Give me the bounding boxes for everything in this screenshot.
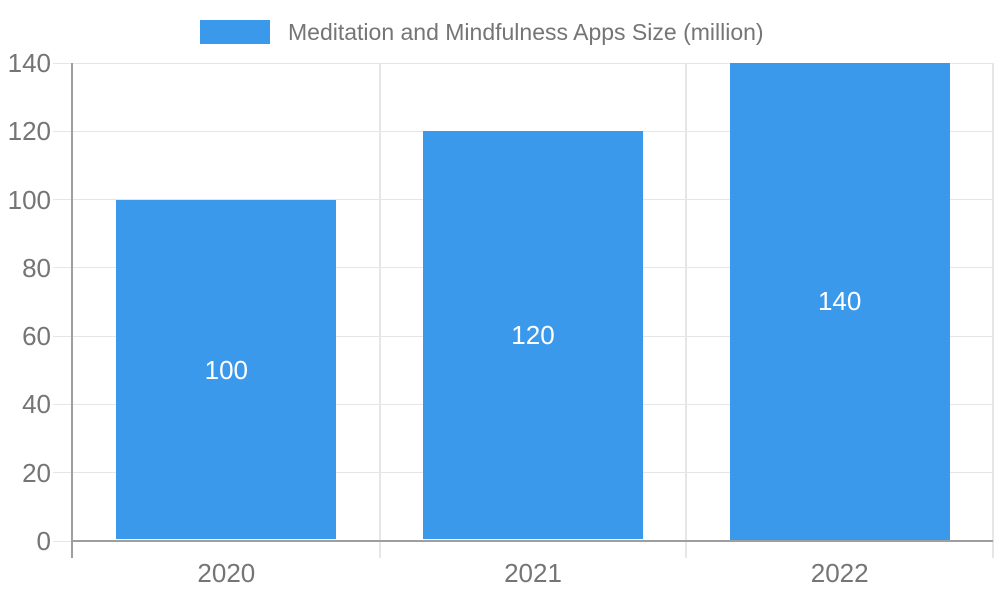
x-axis-tick-label: 2022 (810, 558, 869, 588)
gridline-horizontal (53, 62, 993, 64)
gridline-vertical (992, 63, 994, 558)
legend-label: Meditation and Mindfulness Apps Size (mi… (288, 18, 764, 45)
gridline-vertical (378, 63, 381, 558)
x-axis-line (71, 539, 993, 542)
x-axis-tick-label: 2021 (504, 558, 562, 588)
x-axis-tick-label: 2020 (197, 558, 256, 588)
y-axis-tick-label: 100 (7, 184, 51, 215)
y-axis-tick-label: 40 (22, 389, 51, 420)
y-axis-tick-label: 20 (22, 457, 51, 488)
y-axis-line (71, 63, 73, 558)
y-axis-tick-label: 0 (36, 526, 51, 556)
y-axis-tick-label: 120 (7, 116, 51, 147)
y-axis-tick-label: 60 (22, 321, 51, 352)
bar-2021[interactable] (423, 131, 643, 540)
gridline-vertical (685, 63, 688, 558)
y-axis-tick-label: 140 (7, 48, 51, 78)
bar-2020[interactable] (116, 199, 337, 540)
y-axis-tick-label: 80 (22, 252, 51, 283)
bar-value-label: 120 (511, 320, 555, 351)
legend: Meditation and Mindfulness Apps Size (mi… (200, 18, 764, 45)
bar-value-label: 140 (817, 286, 862, 317)
bar-value-label: 100 (204, 354, 249, 385)
legend-swatch (200, 20, 270, 44)
axis-tick (53, 540, 73, 542)
bar-2022[interactable] (729, 63, 950, 540)
